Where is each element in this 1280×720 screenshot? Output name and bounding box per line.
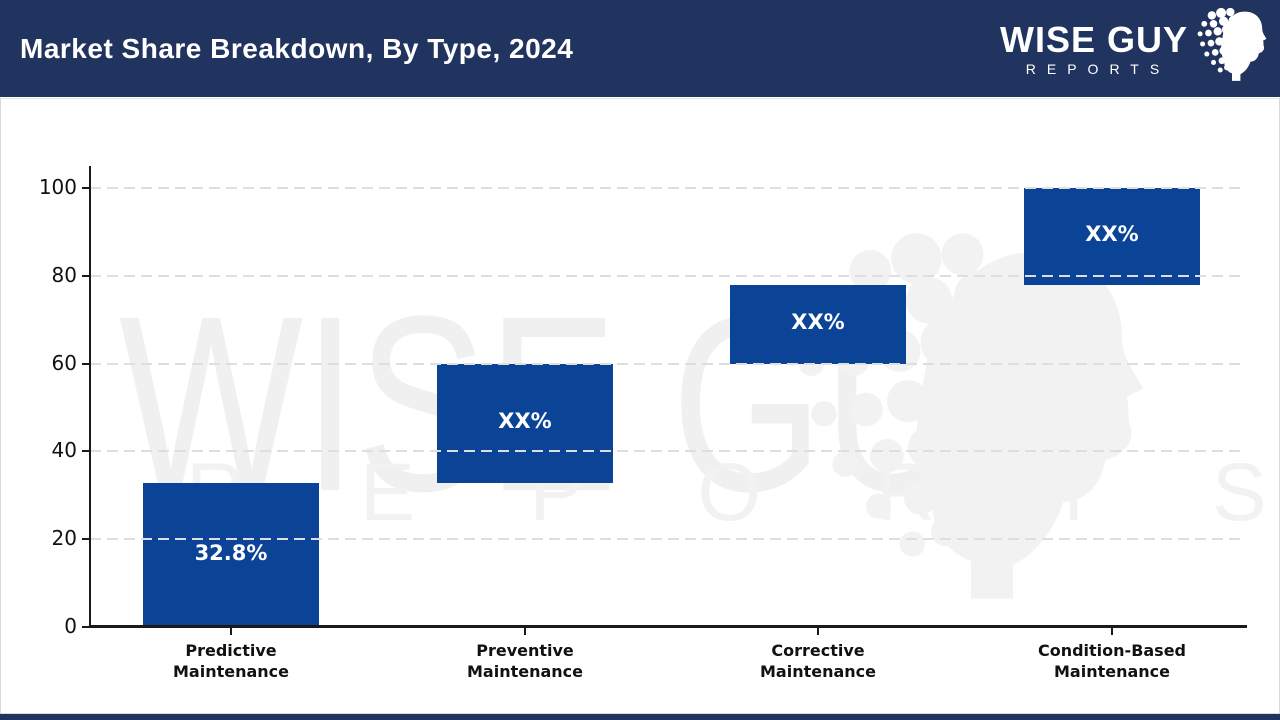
y-axis-line xyxy=(89,166,91,627)
x-tick-2 xyxy=(817,627,819,635)
logo-text: WISE GUY REPORTS xyxy=(999,18,1188,77)
y-tick-60 xyxy=(82,362,90,365)
bar-value-label: 32.8% xyxy=(194,540,268,565)
bar-value-label: XX% xyxy=(791,310,845,335)
bar-segment: XX% xyxy=(1024,188,1200,285)
x-axis-line xyxy=(89,625,1247,628)
x-tick-1 xyxy=(524,627,526,635)
gridline-80 xyxy=(90,274,1246,277)
x-tick-3 xyxy=(1111,627,1113,635)
header-bar: Market Share Breakdown, By Type, 2024 WI… xyxy=(0,0,1280,97)
category-label: Predictive Maintenance xyxy=(172,641,289,681)
y-tick-100 xyxy=(82,187,90,189)
gridline-100 xyxy=(90,187,1246,189)
y-tick-label-20: 20 xyxy=(51,526,77,551)
bar-value-label: XX% xyxy=(498,409,552,434)
y-tick-label-100: 100 xyxy=(38,175,77,199)
dotted-head-icon xyxy=(1197,7,1267,81)
category-label: Preventive Maintenance xyxy=(466,641,583,681)
bar-segment: 32.8% xyxy=(143,483,319,627)
gridline-60 xyxy=(90,362,1246,365)
x-tick-0 xyxy=(230,627,232,635)
y-tick-0 xyxy=(82,626,90,628)
page-title: Market Share Breakdown, By Type, 2024 xyxy=(20,32,574,64)
y-tick-20 xyxy=(82,538,90,541)
y-tick-label-40: 40 xyxy=(51,438,77,463)
wise-guy-reports-logo: WISE GUY REPORTS xyxy=(1000,4,1274,94)
chart-canvas: WISE GUY R E P O R T S 0 20 40 60 80 100 32.8%… xyxy=(0,98,1280,714)
bar-segment: XX% xyxy=(437,363,613,483)
category-label: Corrective Maintenance xyxy=(759,641,876,681)
footer-bar xyxy=(0,714,1280,720)
gridline-40 xyxy=(90,450,1246,453)
gridline-20 xyxy=(90,538,1246,541)
y-tick-label-80: 80 xyxy=(51,262,77,287)
y-tick-label-60: 60 xyxy=(51,350,77,375)
y-tick-80 xyxy=(82,274,90,277)
logo-subtitle: REPORTS xyxy=(1025,60,1171,77)
y-tick-label-0: 0 xyxy=(64,614,77,638)
category-label: Condition-Based Maintenance xyxy=(1037,641,1187,681)
bar-value-label: XX% xyxy=(1085,222,1139,247)
logo-wordmark: WISE GUY xyxy=(999,18,1188,60)
bar-segment: XX% xyxy=(730,284,906,364)
y-tick-40 xyxy=(82,450,90,453)
